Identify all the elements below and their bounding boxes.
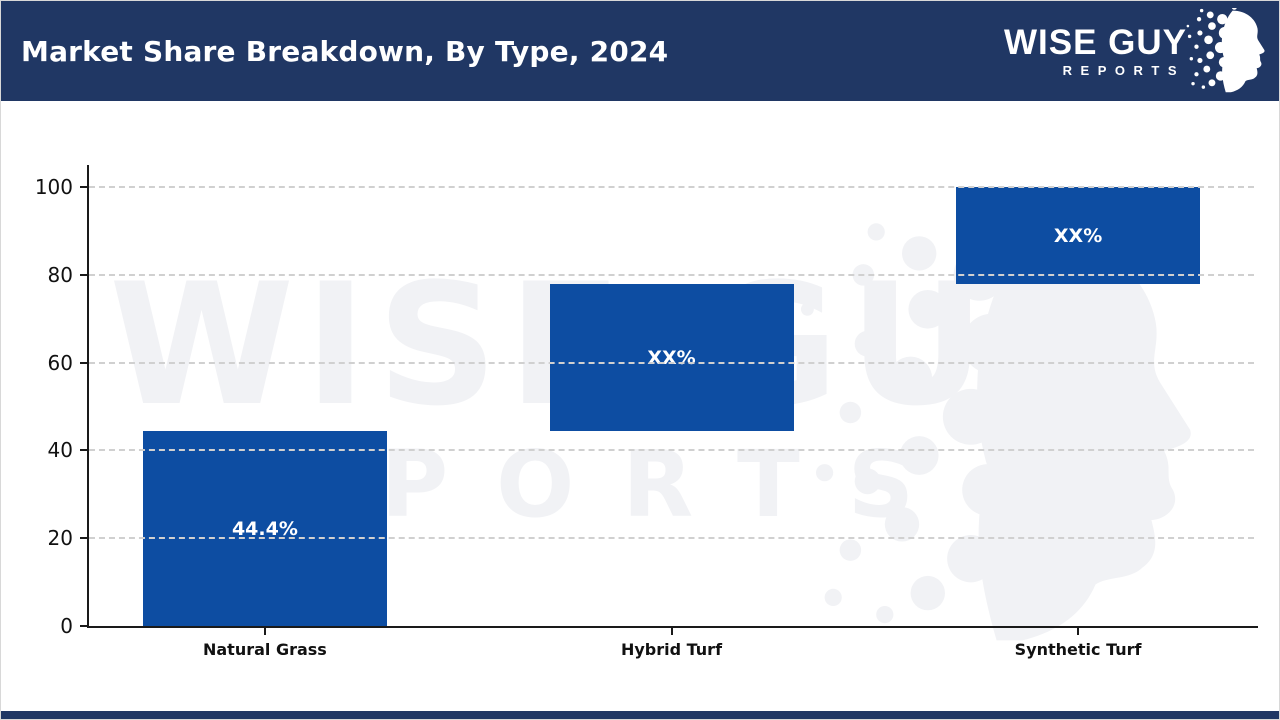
bar-value-label: XX% [1053,224,1103,247]
y-tick-60 [80,361,89,364]
bar-value-label: 44.4% [231,517,298,540]
y-tick-0 [80,625,89,627]
x-axis-line [87,626,1258,628]
chart-title: Market Share Breakdown, By Type, 2024 [21,34,669,68]
y-tick-100 [80,185,89,188]
y-tick-20 [80,537,89,540]
x-tick-3 [1077,628,1080,635]
logo-subtitle: REPORTS [1062,62,1185,78]
gridline-20 [89,537,1254,540]
bar-hybrid-turf: XX% [549,284,794,432]
plot-area: 0 20 40 60 80 100 44.4% XX% XX% Natural Grass Hybr… [1,101,1279,713]
gridline-40 [89,449,1254,452]
chart-canvas: WISE GUY REPORTS 0 20 40 60 80 100 44.4% XX% XX%… [1,101,1279,713]
bar-value-label: XX% [647,346,696,369]
y-tick-label-20: 20 [47,526,73,551]
y-axis-line [87,165,89,628]
chart-header: Market Share Breakdown, By Type, 2024 WI… [1,1,1279,101]
bar-natural-grass: 44.4% [142,431,387,626]
y-tick-label-60: 60 [47,350,73,375]
x-category-label-3: Synthetic Turf [1014,640,1142,659]
y-tick-40 [80,449,89,452]
x-category-label-1: Natural Grass [202,640,327,659]
y-tick-label-40: 40 [47,438,73,463]
x-tick-1 [263,628,266,635]
x-tick-2 [670,628,673,635]
gridline-60 [89,361,1254,364]
x-category-label-2: Hybrid Turf [620,640,723,659]
bar-synthetic-turf: XX% [956,186,1201,285]
y-tick-80 [80,273,89,276]
logo-wordmark: WISE GUY [1003,22,1187,62]
wise-guy-logo: WISE GUY REPORTS [1004,8,1267,94]
logo-text: WISE GUY REPORTS [1003,22,1187,78]
y-tick-label-0: 0 [60,614,73,638]
gridline-80 [89,273,1254,276]
footer-bar [1,711,1279,719]
gridline-100 [89,185,1254,188]
y-tick-label-100: 100 [34,174,73,199]
y-tick-label-80: 80 [47,262,73,287]
logo-head-icon [1186,8,1265,93]
